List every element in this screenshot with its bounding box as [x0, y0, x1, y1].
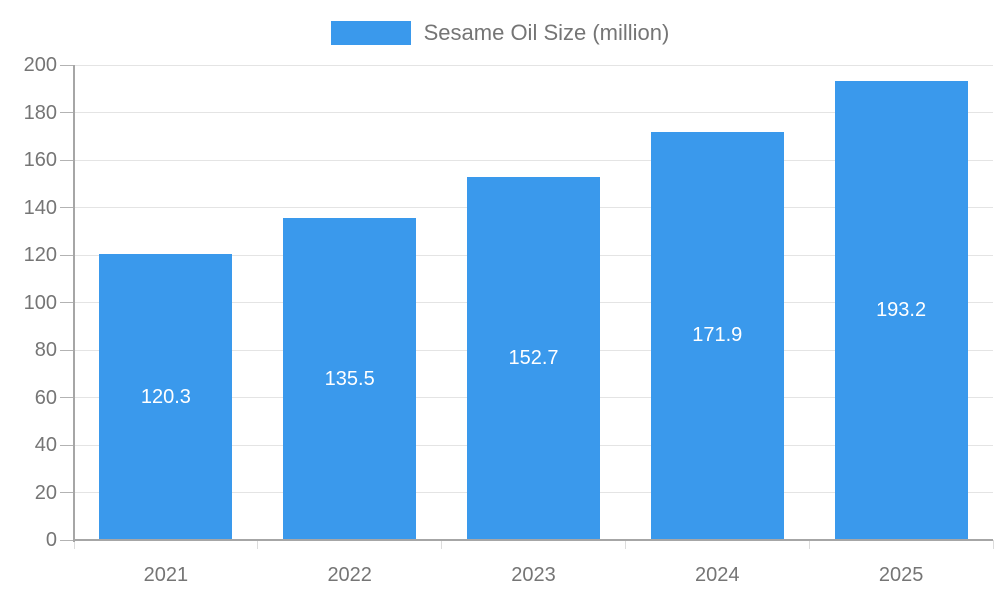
bar-value-label: 152.7 — [508, 347, 559, 370]
gridline — [74, 112, 993, 113]
legend-swatch-icon — [330, 21, 411, 45]
y-axis-tick-label: 200 — [23, 54, 57, 76]
legend-item[interactable]: Sesame Oil Size (million) — [330, 20, 670, 46]
bar-value-label: 135.5 — [324, 367, 375, 390]
y-axis-tick-label: 100 — [23, 291, 57, 314]
bar-value-label: 120.3 — [140, 385, 191, 408]
bar-2022[interactable]: 135.5 — [283, 218, 417, 540]
legend-label: Sesame Oil Size (million) — [423, 20, 670, 45]
x-axis-tick-label: 2025 — [878, 564, 924, 586]
x-axis-tick — [257, 540, 259, 549]
bar-2021[interactable]: 120.3 — [99, 254, 233, 540]
y-axis-tick — [60, 397, 74, 398]
y-axis-tick — [60, 349, 74, 351]
y-axis-tick-label: 140 — [23, 196, 57, 219]
bar-2025[interactable]: 193.2 — [834, 81, 968, 540]
x-axis-tick — [624, 540, 626, 549]
y-axis-tick-label: 60 — [34, 386, 57, 409]
y-axis-tick — [60, 207, 74, 208]
legend: Sesame Oil Size (million) — [0, 14, 1000, 52]
y-axis-tick-label: 40 — [34, 434, 57, 456]
y-axis-tick-label: 180 — [23, 101, 57, 124]
gridline — [74, 64, 993, 66]
y-axis-tick-label: 120 — [23, 244, 57, 266]
y-axis-tick-label: 20 — [34, 481, 57, 504]
x-axis-tick — [992, 540, 994, 549]
y-axis-tick — [60, 539, 74, 541]
y-axis-line — [73, 65, 75, 542]
y-axis-tick-label: 80 — [34, 339, 57, 361]
y-axis-tick — [60, 112, 74, 113]
y-axis-tick — [60, 254, 74, 256]
x-axis-tick-label: 2022 — [327, 564, 372, 586]
y-axis-tick — [60, 302, 74, 303]
bar-2023[interactable]: 152.7 — [466, 177, 601, 540]
x-axis-tick — [441, 540, 443, 549]
y-axis-tick-label: 0 — [45, 529, 57, 551]
y-axis-tick — [60, 159, 74, 161]
x-axis-tick — [808, 540, 810, 549]
x-axis-line — [74, 539, 993, 541]
x-axis-tick-label: 2021 — [143, 564, 189, 586]
x-axis-tick-label: 2024 — [695, 564, 740, 586]
y-axis-tick — [60, 492, 74, 493]
x-axis-tick-label: 2023 — [511, 564, 556, 586]
gridline — [74, 159, 993, 161]
y-axis-tick — [60, 444, 74, 446]
bar-2024[interactable]: 171.9 — [650, 131, 784, 540]
bar-value-label: 171.9 — [692, 324, 743, 347]
y-axis-tick-label: 160 — [23, 149, 57, 171]
bar-value-label: 193.2 — [876, 299, 927, 322]
x-axis-tick — [73, 540, 75, 549]
y-axis-tick — [60, 64, 74, 66]
